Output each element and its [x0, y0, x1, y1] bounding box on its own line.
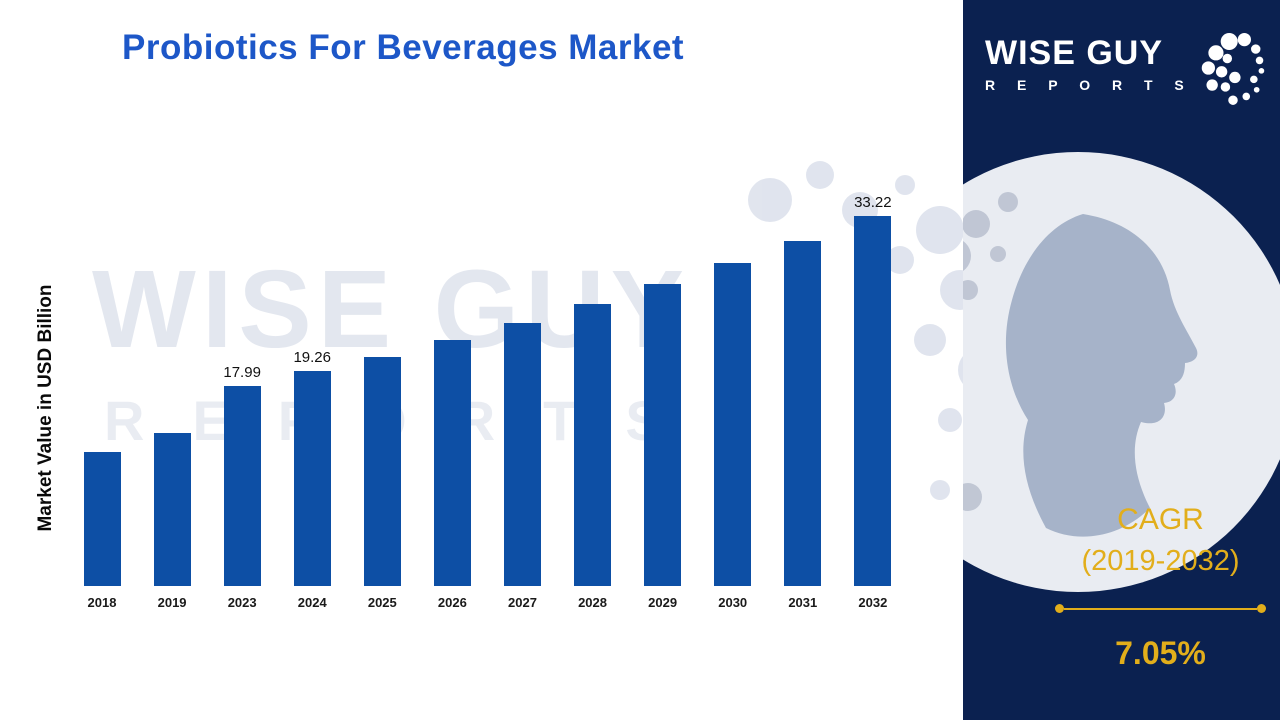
bar-2026 — [433, 340, 471, 586]
brand-panel: WISE GUY R E P O R T S — [963, 0, 1280, 720]
bar-group-2018: 2018 — [80, 447, 124, 610]
bar-group-2027: 2027 — [500, 318, 544, 610]
bar-label-2032: 33.22 — [854, 194, 892, 211]
bar-2027 — [503, 323, 541, 586]
bar-group-2024: 19.26 2024 — [290, 349, 334, 610]
bar-2032 — [854, 216, 892, 586]
x-tick-2032: 2032 — [858, 595, 888, 610]
x-tick-2026: 2026 — [437, 595, 467, 610]
cagr-range: (2019-2032) — [1081, 545, 1240, 577]
x-tick-2024: 2024 — [297, 595, 327, 610]
face-dots-decoration — [963, 192, 1018, 511]
face-profile-path — [1005, 214, 1198, 537]
bar-group-2026: 2026 — [430, 335, 474, 610]
bar-2029 — [644, 284, 682, 586]
page-title: Probiotics For Beverages Market — [122, 28, 685, 67]
x-tick-2018: 2018 — [87, 595, 117, 610]
bar-2025 — [363, 357, 401, 586]
bar-2023 — [223, 386, 261, 586]
bar-group-2028: 2028 — [571, 299, 615, 610]
brand-logo: WISE GUY R E P O R T S — [985, 32, 1265, 106]
x-tick-2023: 2023 — [227, 595, 257, 610]
divider-line — [1064, 607, 1257, 610]
bar-group-2031: 2031 — [781, 236, 825, 610]
bar-group-2023: 17.99 2023 — [220, 364, 264, 610]
cagr-value: 7.05% — [1115, 635, 1206, 671]
divider-left-dot — [1055, 604, 1064, 613]
bar-group-2032: 33.22 2032 — [851, 194, 895, 610]
brand-head-icon — [1201, 32, 1265, 105]
cagr-block: CAGR (2019-2032) 7.05% — [1053, 503, 1268, 672]
cagr-divider — [1055, 604, 1266, 613]
cagr-label: CAGR — [1117, 503, 1204, 536]
face-circle-graphic — [963, 152, 1280, 592]
bar-group-2025: 2025 — [360, 352, 404, 610]
x-tick-2030: 2030 — [718, 595, 748, 610]
bar-label-2023: 17.99 — [223, 364, 261, 381]
x-tick-2027: 2027 — [508, 595, 537, 610]
y-axis-label: Market Value in USD Billion — [35, 284, 56, 532]
bar-2028 — [574, 304, 612, 586]
brand-logo-name: WISE GUY — [985, 34, 1164, 72]
bar-group-2029: 2029 — [641, 279, 685, 610]
x-tick-2029: 2029 — [648, 595, 678, 610]
bar-2030 — [714, 263, 752, 586]
face-profile-illustration — [963, 192, 1198, 537]
bar-group-2030: 2030 — [711, 258, 755, 610]
bar-2019 — [153, 433, 191, 586]
bar-2024 — [293, 371, 331, 586]
divider-right-dot — [1257, 604, 1266, 613]
brand-logo-reports: R E P O R T S — [985, 77, 1193, 93]
bar-group-2019: 2019 — [150, 428, 194, 610]
x-tick-2019: 2019 — [157, 595, 187, 610]
bar-2031 — [784, 241, 822, 586]
bar-2018 — [83, 452, 121, 586]
bar-chart: 2018 2019 17.99 2023 19.26 2024 2025 2026 2027 20… — [80, 194, 895, 610]
plot-row: 2018 2019 17.99 2023 19.26 2024 2025 2026 2027 20… — [80, 194, 895, 610]
bar-label-2024: 19.26 — [293, 349, 331, 366]
x-tick-2025: 2025 — [367, 595, 397, 610]
x-tick-2031: 2031 — [788, 595, 818, 610]
x-tick-2028: 2028 — [578, 595, 607, 610]
